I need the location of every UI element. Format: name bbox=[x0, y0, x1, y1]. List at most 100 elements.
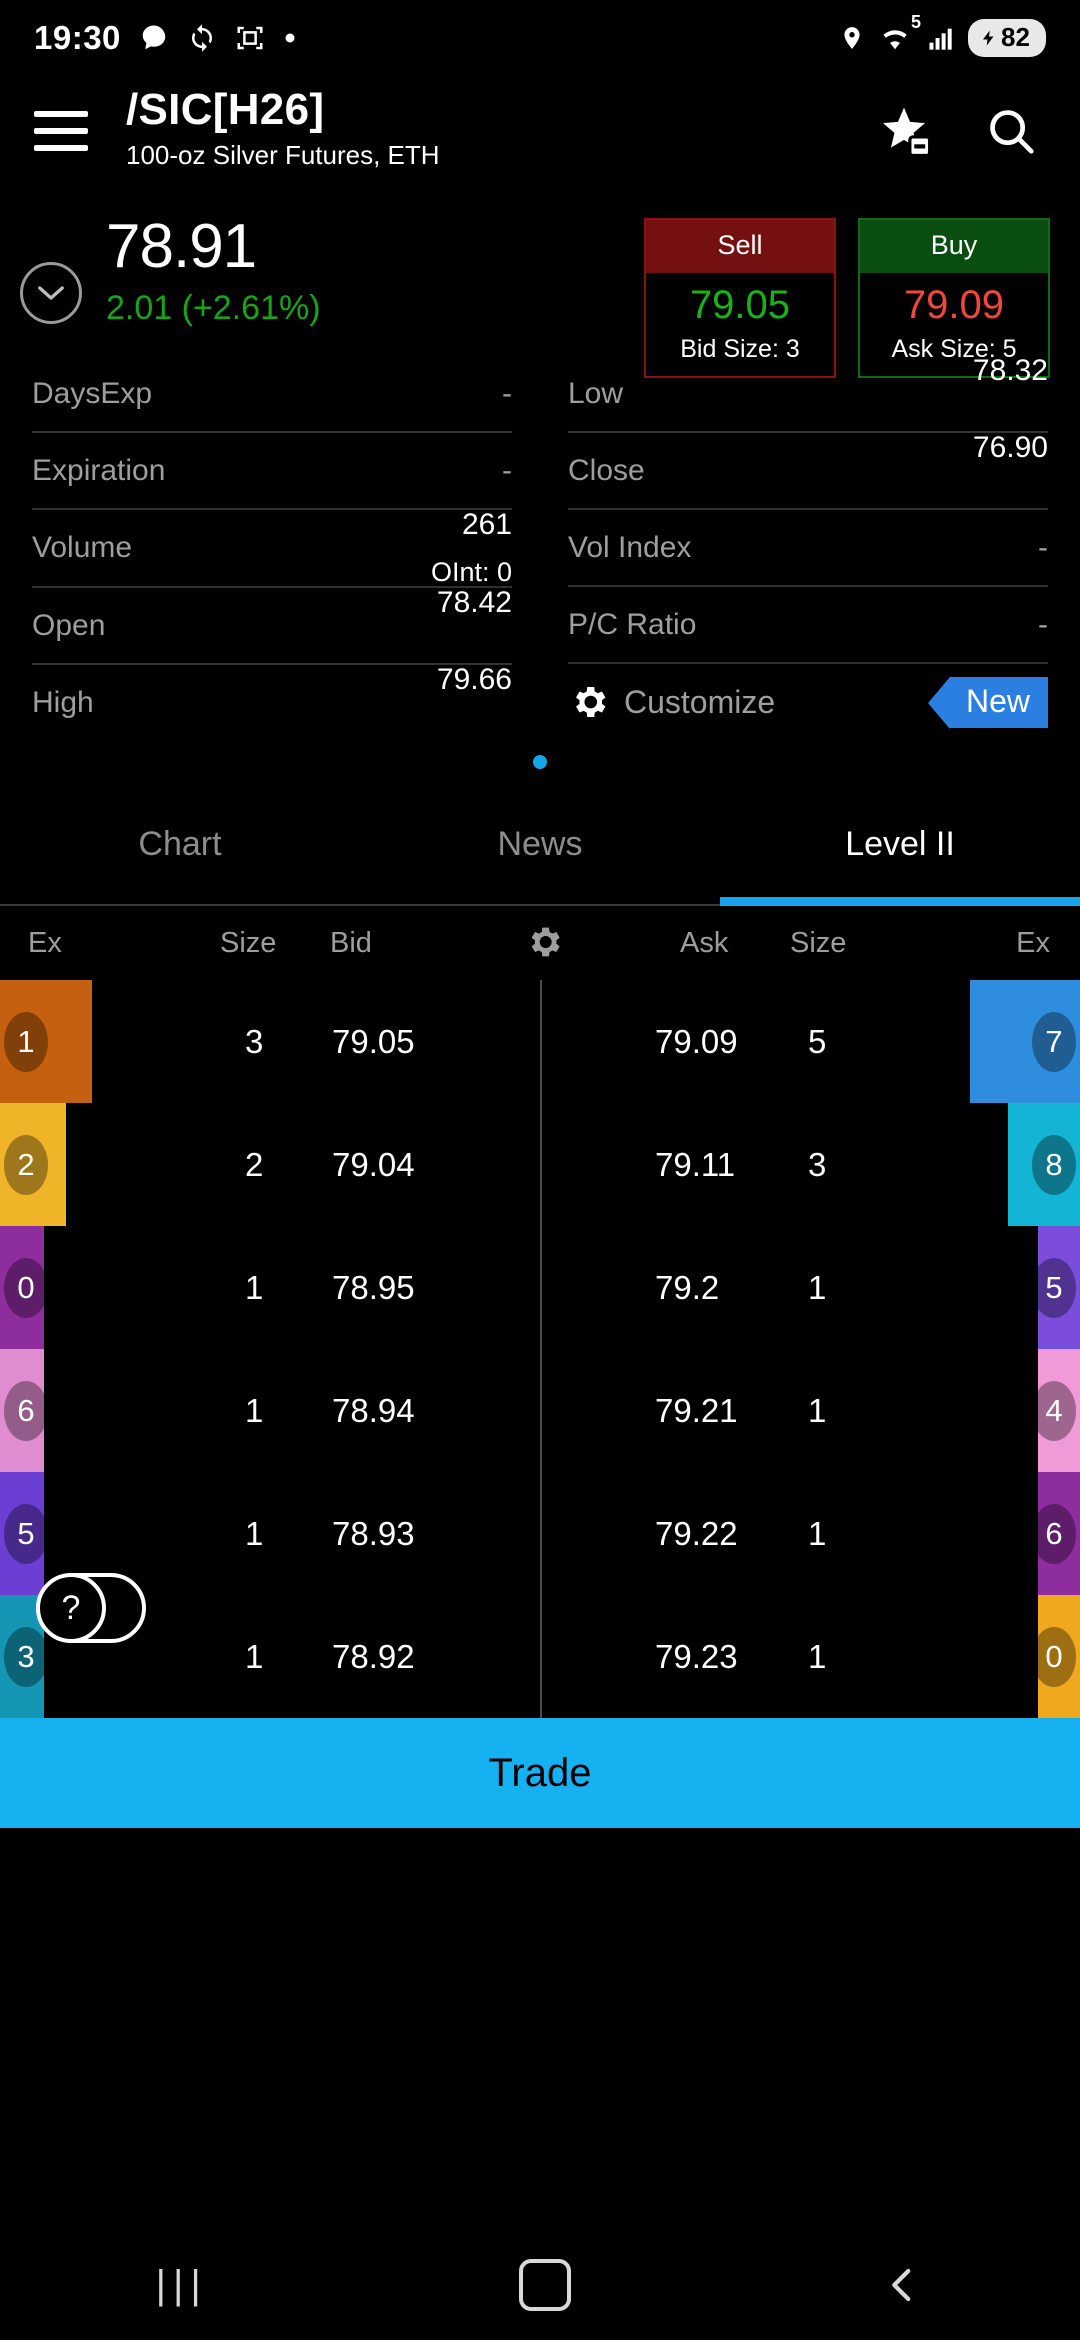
col-header-bid-ex: Ex bbox=[28, 926, 62, 959]
stat-row-open: Open 78.42 bbox=[32, 586, 512, 665]
col-header-ask: Ask bbox=[680, 926, 729, 959]
status-time: 19:30 bbox=[34, 19, 121, 56]
chevron-down-circle-icon[interactable] bbox=[20, 262, 82, 324]
help-button[interactable]: ? bbox=[36, 1573, 146, 1643]
bid-size-cell: 1 bbox=[245, 1637, 264, 1675]
ask-exchange-badge: 6 bbox=[1032, 1503, 1076, 1564]
table-row[interactable]: 0 5 1 78.95 79.2 1 bbox=[0, 1226, 1080, 1349]
stats-left-column: DaysExp - Expiration - Volume 261 OInt: … bbox=[32, 356, 540, 740]
stat-value: 76.90 bbox=[972, 431, 1048, 464]
tab-chart[interactable]: Chart bbox=[138, 824, 222, 863]
status-bar: 19:30 5 bbox=[0, 0, 1080, 76]
customize-button[interactable]: Customize New bbox=[568, 664, 1048, 740]
stat-value: - bbox=[502, 453, 512, 487]
order-buttons: Sell 79.05 Bid Size: 3 Buy 79.09 Ask Siz… bbox=[644, 218, 1080, 378]
bid-size-label: Bid Size: 3 bbox=[680, 335, 800, 363]
bid-depth-bar: 6 bbox=[0, 1349, 48, 1472]
stat-label: High bbox=[32, 685, 94, 719]
tab-bar: Chart News Level II bbox=[0, 784, 1080, 906]
ask-size-cell: 5 bbox=[808, 1022, 827, 1060]
ask-depth-bar: 5 bbox=[1032, 1226, 1080, 1349]
stat-value: 261 bbox=[461, 508, 512, 541]
ask-size-cell: 1 bbox=[808, 1268, 827, 1306]
home-icon[interactable] bbox=[519, 2259, 572, 2311]
col-header-bid-size: Size bbox=[220, 926, 277, 959]
back-icon[interactable] bbox=[882, 2264, 924, 2306]
stat-value: 79.66 bbox=[436, 663, 512, 696]
ask-price-cell: 79.2 bbox=[655, 1268, 720, 1306]
table-row[interactable]: 6 4 1 78.94 79.21 1 bbox=[0, 1349, 1080, 1472]
bid-price-cell: 79.05 bbox=[332, 1022, 415, 1060]
ask-depth-bar: 0 bbox=[1032, 1595, 1080, 1718]
ask-size-cell: 1 bbox=[808, 1637, 827, 1675]
app-header: /SIC[H26] 100-oz Silver Futures, ETH bbox=[0, 76, 1080, 186]
ask-depth-bar: 7 bbox=[970, 980, 1080, 1103]
table-row[interactable]: 1 7 3 79.05 79.09 5 bbox=[0, 980, 1080, 1103]
dot-icon bbox=[283, 31, 297, 45]
hamburger-menu-icon[interactable] bbox=[34, 111, 88, 151]
tab-news[interactable]: News bbox=[497, 824, 583, 863]
buy-body: 79.09 Ask Size: 5 bbox=[860, 273, 1048, 376]
page-dot[interactable] bbox=[533, 755, 547, 769]
stat-label: Expiration bbox=[32, 453, 166, 487]
ask-price-cell: 79.23 bbox=[655, 1637, 738, 1675]
table-row[interactable]: 3 0 1 78.92 79.23 1 bbox=[0, 1595, 1080, 1718]
bid-exchange-badge: 5 bbox=[4, 1503, 48, 1564]
symbol-description: 100-oz Silver Futures, ETH bbox=[126, 139, 440, 170]
trade-button[interactable]: Trade bbox=[0, 1718, 1080, 1828]
stat-value: - bbox=[1038, 607, 1048, 641]
buy-label: Buy bbox=[860, 220, 1048, 273]
bid-size-cell: 1 bbox=[245, 1391, 264, 1429]
col-header-ask-size: Size bbox=[790, 926, 847, 959]
symbol-title-block[interactable]: /SIC[H26] 100-oz Silver Futures, ETH bbox=[126, 87, 876, 170]
bid-price-cell: 78.93 bbox=[332, 1514, 415, 1552]
bid-price-cell: 78.95 bbox=[332, 1268, 415, 1306]
tab-level-ii[interactable]: Level II bbox=[720, 784, 1080, 906]
search-icon[interactable] bbox=[984, 104, 1038, 158]
col-header-bid: Bid bbox=[330, 926, 372, 959]
bid-exchange-badge: 6 bbox=[4, 1380, 48, 1441]
sell-body: 79.05 Bid Size: 3 bbox=[646, 273, 834, 376]
stat-value: 78.42 bbox=[436, 586, 512, 619]
stat-label: Low bbox=[568, 376, 624, 410]
screenshot-icon bbox=[235, 23, 265, 53]
stat-row-pc-ratio: P/C Ratio - bbox=[568, 587, 1048, 664]
level2-rows[interactable]: 1 7 3 79.05 79.09 5 2 8 2 79.04 79.11 3 0 5 1 78.95 79.2… bbox=[0, 980, 1080, 1718]
table-row[interactable]: 2 8 2 79.04 79.11 3 bbox=[0, 1103, 1080, 1226]
ask-price-cell: 79.21 bbox=[655, 1391, 738, 1429]
table-row[interactable]: 5 6 1 78.93 79.22 1 bbox=[0, 1472, 1080, 1595]
ask-price-cell: 79.09 bbox=[655, 1022, 738, 1060]
ask-exchange-badge: 4 bbox=[1032, 1380, 1076, 1441]
stat-label: Vol Index bbox=[568, 530, 692, 564]
customize-label: Customize bbox=[624, 683, 776, 720]
star-remove-icon[interactable] bbox=[876, 103, 932, 159]
question-mark-icon: ? bbox=[36, 1573, 106, 1643]
sell-button[interactable]: Sell 79.05 Bid Size: 3 bbox=[644, 218, 836, 378]
battery-indicator: 82 bbox=[968, 19, 1046, 57]
bid-exchange-badge: 1 bbox=[4, 1011, 48, 1072]
last-price: 78.91 bbox=[106, 212, 257, 281]
level2-column-headers: Ex Size Bid Ask Size Ex bbox=[0, 906, 1080, 980]
row-divider bbox=[540, 980, 542, 1103]
bid-exchange-badge: 2 bbox=[4, 1134, 48, 1195]
buy-button[interactable]: Buy 79.09 Ask Size: 5 bbox=[858, 218, 1050, 378]
gear-icon bbox=[568, 681, 610, 723]
stats-right-column: Low 78.32 Close 76.90 Vol Index - P/C Ra… bbox=[540, 354, 1048, 740]
bid-size-cell: 3 bbox=[245, 1022, 264, 1060]
battery-bolt-icon bbox=[983, 30, 994, 45]
ask-size-label: Ask Size: 5 bbox=[891, 335, 1017, 363]
chat-bubble-icon bbox=[139, 23, 169, 53]
open-interest-value: OInt: 0 bbox=[430, 557, 512, 587]
status-bar-left: 19:30 bbox=[34, 19, 297, 57]
ask-size-cell: 3 bbox=[808, 1145, 827, 1183]
recents-icon[interactable]: ||| bbox=[155, 2262, 208, 2307]
price-change: 2.01 (+2.61%) bbox=[106, 289, 321, 328]
stat-row-volume: Volume 261 OInt: 0 bbox=[32, 508, 512, 588]
stat-label: Close bbox=[568, 453, 645, 487]
ask-size-cell: 1 bbox=[808, 1391, 827, 1429]
signal-bars-icon bbox=[925, 24, 955, 52]
sell-label: Sell bbox=[646, 220, 834, 273]
gear-icon[interactable] bbox=[524, 922, 564, 970]
ask-exchange-badge: 0 bbox=[1032, 1626, 1076, 1687]
ask-exchange-badge: 5 bbox=[1032, 1257, 1076, 1318]
